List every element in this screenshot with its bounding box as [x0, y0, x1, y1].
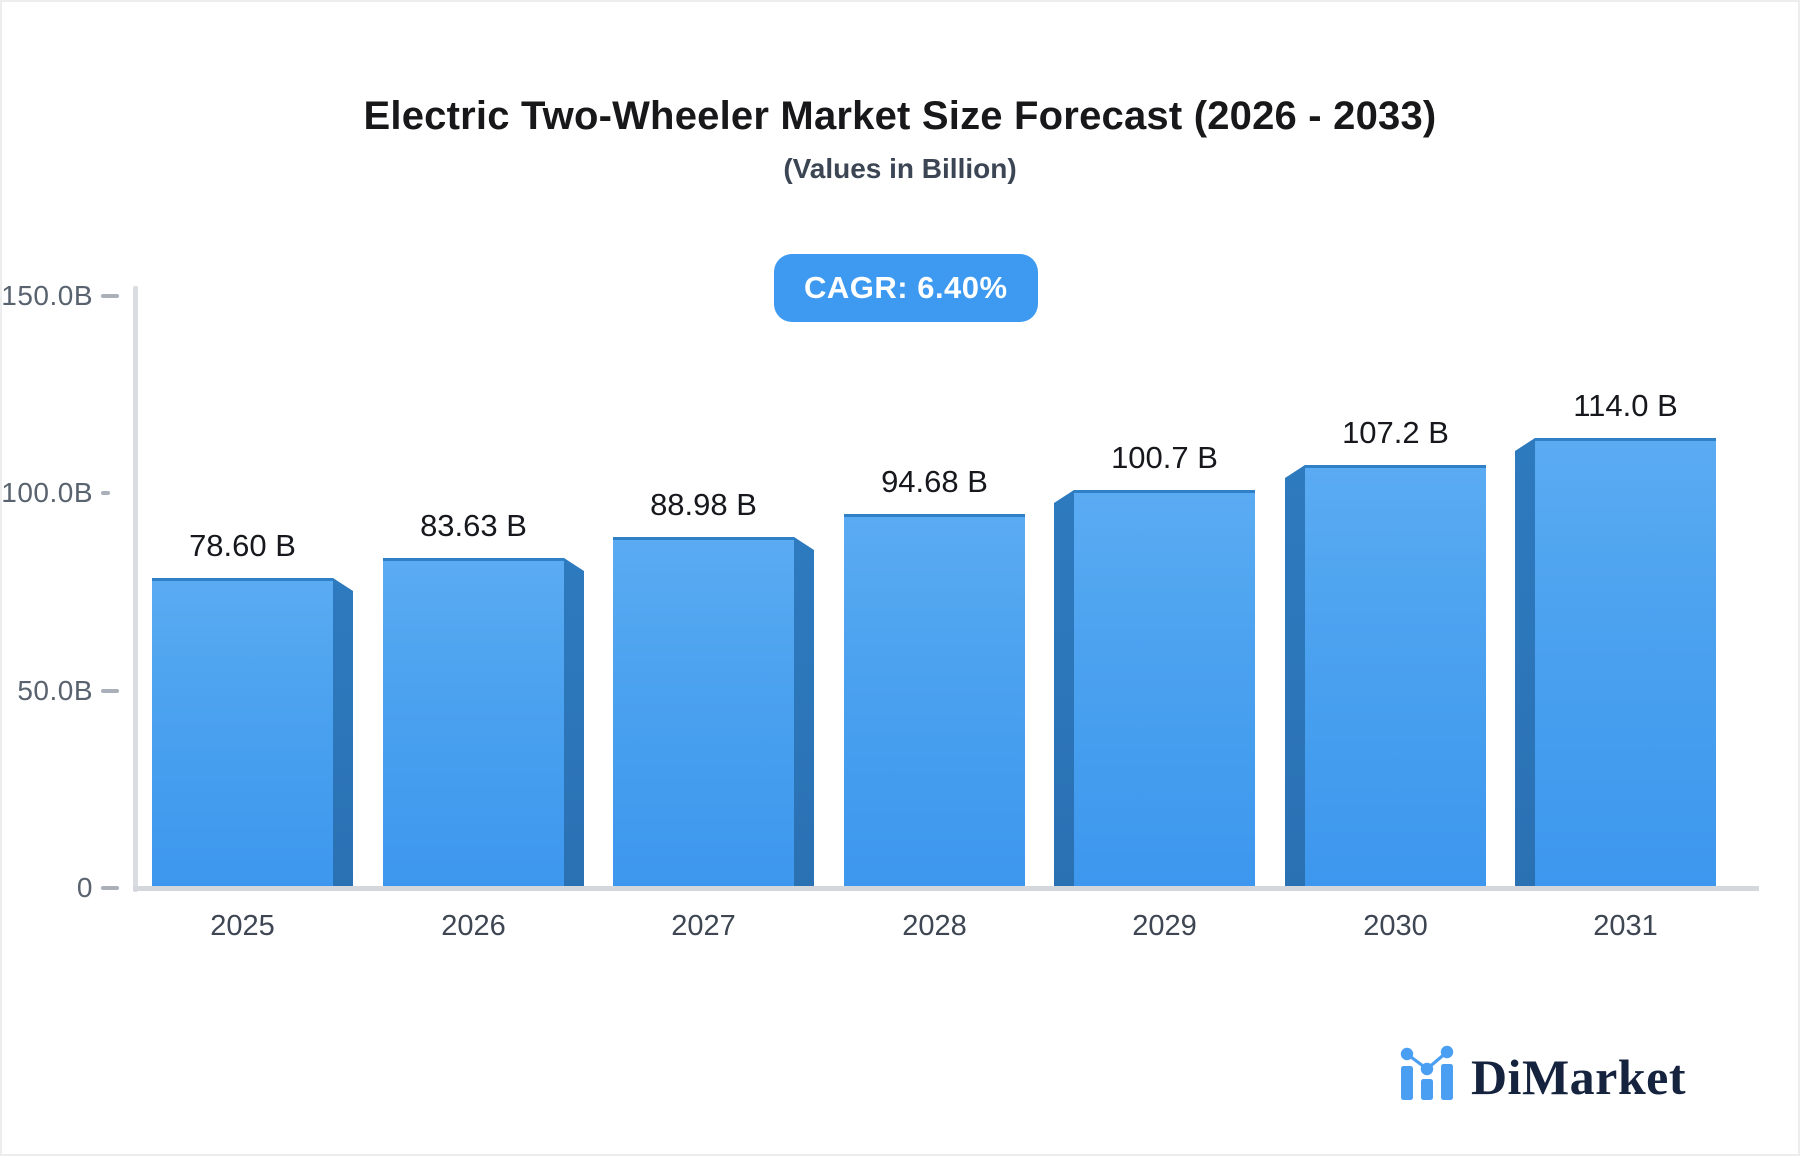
chart-title: Electric Two-Wheeler Market Size Forecas…: [363, 94, 1437, 138]
x-axis-label: 2031: [1593, 910, 1658, 942]
x-axis-label: 2029: [1132, 910, 1197, 942]
y-tick-label: 50.0B: [17, 674, 93, 706]
bar-value-label: 78.60 B: [189, 528, 296, 563]
bar-side-2026: [564, 558, 584, 888]
bar-2029: [1074, 490, 1255, 888]
bar-value-label: 88.98 B: [650, 487, 757, 522]
dimarket-logo: DiMarket: [1399, 1044, 1686, 1102]
bar-2030: [1305, 465, 1486, 888]
y-tick-mark: [101, 886, 119, 890]
bar-value-label: 94.68 B: [881, 464, 988, 499]
y-tick-mark: [101, 293, 119, 298]
chart-subtitle: (Values in Billion): [783, 153, 1017, 184]
dimarket-logo-icon: [1400, 1045, 1454, 1100]
bar-2028: [844, 514, 1025, 888]
bar-side-2025: [333, 578, 353, 888]
bar-2025: [152, 578, 333, 888]
y-tick-label: 0: [76, 872, 93, 903]
y-tick-mark: [101, 491, 110, 495]
bar-2026: [383, 558, 564, 888]
y-tick-label: 150.0B: [1, 279, 93, 311]
y-axis-line: [133, 286, 138, 892]
x-axis-label: 2025: [210, 910, 275, 942]
bar-value-label: 83.63 B: [420, 508, 527, 543]
x-axis-label: 2026: [441, 910, 506, 942]
x-axis-line: [133, 886, 1759, 891]
bar-side-2029: [1054, 490, 1074, 888]
x-axis-label: 2027: [671, 910, 736, 942]
bar-side-2027: [794, 537, 814, 888]
bar-value-label: 107.2 B: [1342, 415, 1449, 450]
dimarket-logo-text: DiMarket: [1470, 1049, 1686, 1105]
bar-value-label: 100.7 B: [1111, 440, 1218, 475]
bar-2031: [1535, 438, 1716, 888]
chart-header: Electric Two-Wheeler Market Size Forecas…: [2, 94, 1798, 185]
y-tick-mark: [101, 688, 119, 693]
cagr-badge: CAGR: 6.40%: [773, 254, 1038, 322]
bar-side-2031: [1515, 438, 1535, 888]
bar-value-label: 114.0 B: [1573, 388, 1678, 423]
x-axis-label: 2030: [1363, 910, 1428, 942]
y-tick-label: 100.0B: [1, 477, 93, 508]
bar-side-2030: [1285, 465, 1305, 888]
bar-2027: [613, 537, 794, 888]
x-axis-label: 2028: [902, 910, 967, 942]
